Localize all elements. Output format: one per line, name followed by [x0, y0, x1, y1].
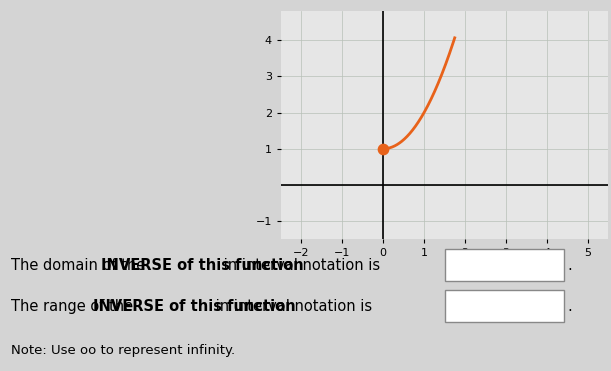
Text: .: . [567, 258, 572, 273]
Text: The range of the: The range of the [11, 299, 137, 313]
Text: Note: Use oo to represent infinity.: Note: Use oo to represent infinity. [11, 344, 235, 357]
Text: .: . [567, 299, 572, 313]
Text: in interval notation is: in interval notation is [211, 299, 373, 313]
Text: in interval notation is: in interval notation is [219, 258, 381, 273]
Text: The domain of the: The domain of the [11, 258, 150, 273]
Point [378, 146, 388, 152]
Text: INVERSE of this function: INVERSE of this function [101, 258, 304, 273]
Text: INVERSE of this function: INVERSE of this function [93, 299, 296, 313]
